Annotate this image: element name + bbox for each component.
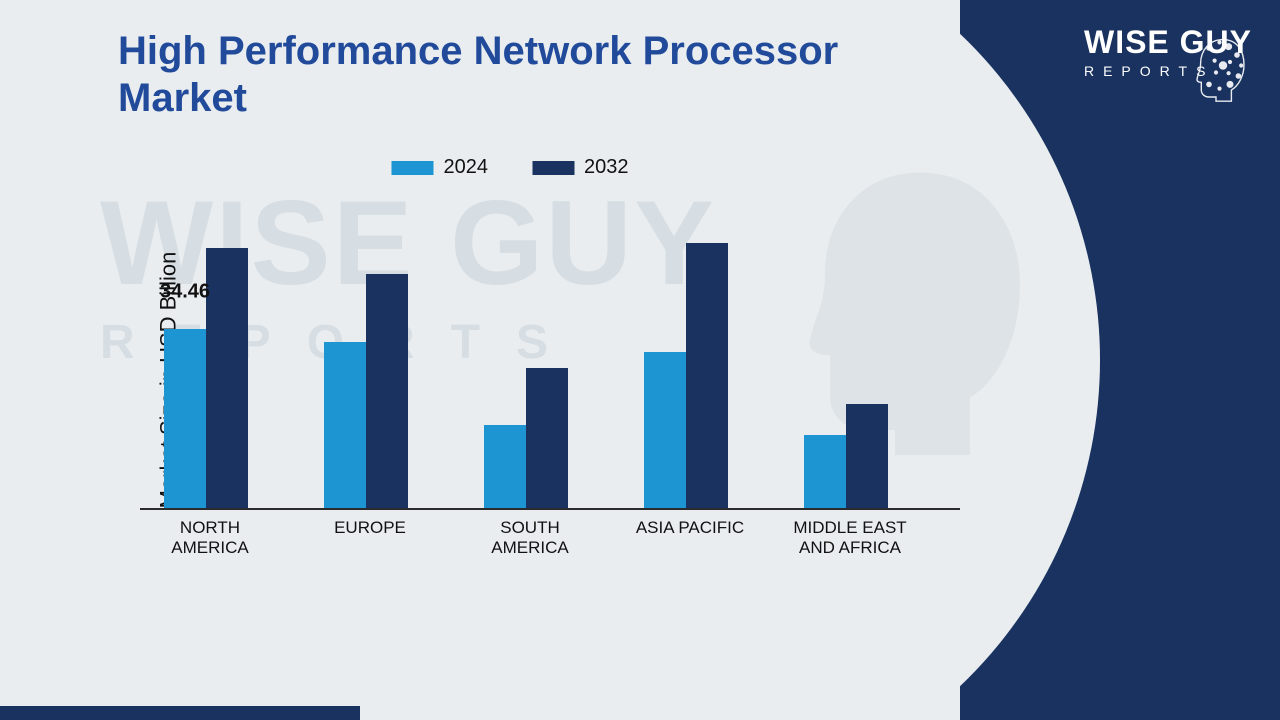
x-axis-category-label: MIDDLE EAST AND AFRICA bbox=[790, 518, 910, 557]
bar-value-label: 34.46 bbox=[160, 281, 210, 304]
x-axis-category-label: EUROPE bbox=[310, 518, 430, 538]
logo-head-icon bbox=[1188, 34, 1258, 104]
chart: Market Size in USD Billion 2024 2032 NOR… bbox=[60, 150, 960, 610]
bar bbox=[644, 352, 686, 508]
x-axis-category-label: NORTH AMERICA bbox=[150, 518, 270, 557]
legend: 2024 2032 bbox=[392, 156, 629, 179]
x-axis-line bbox=[140, 508, 960, 510]
x-axis-category-label: SOUTH AMERICA bbox=[470, 518, 590, 557]
bar bbox=[324, 342, 366, 508]
bar bbox=[686, 243, 728, 508]
plot-area: NORTH AMERICA34.46EUROPESOUTH AMERICAASI… bbox=[140, 198, 960, 510]
legend-item-2032: 2032 bbox=[532, 156, 629, 179]
bar bbox=[164, 329, 206, 508]
chart-title: High Performance Network Processor Marke… bbox=[118, 28, 878, 122]
brand-logo: WISE GUY REPORTS bbox=[1084, 24, 1252, 79]
bottom-accent-bar bbox=[0, 706, 360, 720]
legend-label: 2024 bbox=[444, 156, 489, 179]
legend-label: 2032 bbox=[584, 156, 629, 179]
bar bbox=[804, 435, 846, 508]
bar bbox=[526, 368, 568, 508]
legend-item-2024: 2024 bbox=[392, 156, 489, 179]
legend-swatch bbox=[392, 161, 434, 175]
bar bbox=[846, 404, 888, 508]
bar bbox=[206, 248, 248, 508]
legend-swatch bbox=[532, 161, 574, 175]
bar bbox=[366, 274, 408, 508]
bar bbox=[484, 425, 526, 508]
x-axis-category-label: ASIA PACIFIC bbox=[630, 518, 750, 538]
page: WISE GUY REPORTS High Performance Networ… bbox=[0, 0, 1280, 720]
